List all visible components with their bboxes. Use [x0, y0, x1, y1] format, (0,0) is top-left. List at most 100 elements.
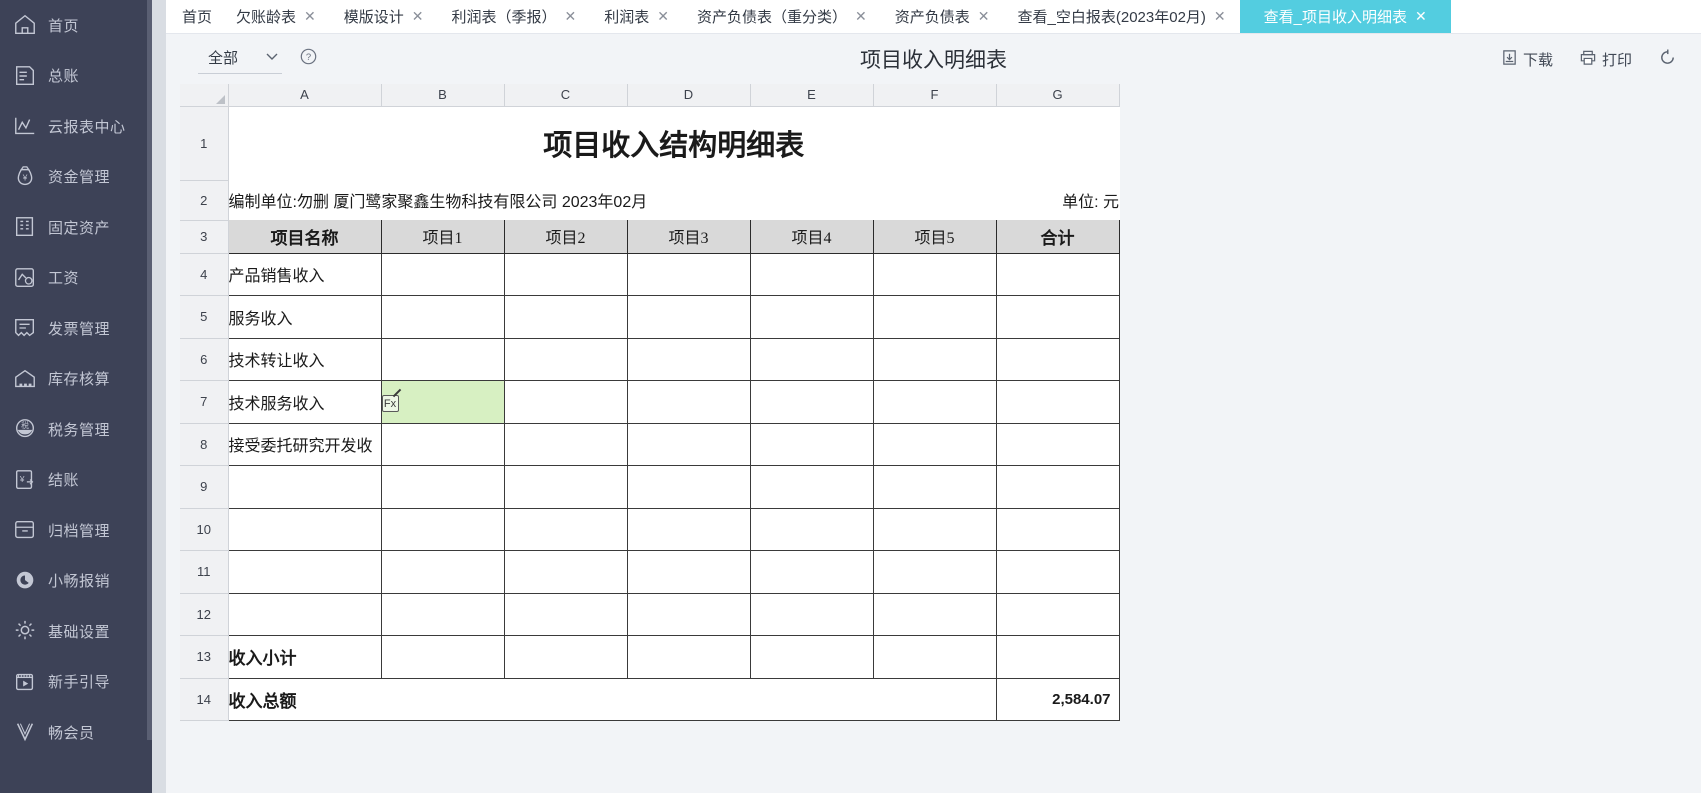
data-cell-C4[interactable]: [504, 253, 628, 296]
data-cell-F7[interactable]: [873, 380, 997, 424]
sidebar-item-8[interactable]: 库存核算: [0, 354, 152, 405]
spreadsheet-grid[interactable]: A B C D E F G 1 项目收入结构明细表 2 编制单位:勿删 厦门鹭家聚鑫生物科技有限公司…: [180, 84, 1120, 721]
table-header-cell-D[interactable]: 项目3: [627, 220, 751, 254]
tab-close-icon[interactable]: ✕: [855, 8, 867, 24]
sidebar-item-6[interactable]: 工资: [0, 253, 152, 304]
data-cell-B8[interactable]: [381, 423, 505, 466]
sidebar-item-3[interactable]: 云报表中心: [0, 101, 152, 152]
data-cell-G11[interactable]: [996, 550, 1120, 594]
sidebar-item-15[interactable]: 畅会员: [0, 707, 152, 758]
data-cell-G13[interactable]: [996, 635, 1120, 679]
data-cell-E4[interactable]: [750, 253, 874, 296]
tab-4[interactable]: 利润表（季报） ✕: [438, 0, 591, 33]
row-header-4[interactable]: 4: [180, 253, 229, 296]
tab-close-icon[interactable]: ✕: [977, 8, 990, 24]
data-cell-C13[interactable]: [504, 635, 628, 679]
data-cell-D13[interactable]: [627, 635, 751, 679]
sidebar-item-13[interactable]: 基础设置: [0, 606, 152, 657]
refresh-button[interactable]: [1658, 48, 1677, 71]
tab-1[interactable]: 首页: [166, 0, 222, 33]
data-cell-F11[interactable]: [873, 550, 997, 594]
row-header-10[interactable]: 10: [180, 508, 229, 551]
data-cell-B10[interactable]: [381, 508, 505, 551]
column-header-G[interactable]: G: [996, 84, 1120, 107]
row-label-cell-8[interactable]: 接受委托研究开发收: [228, 423, 382, 466]
row-header-2[interactable]: 2: [180, 180, 229, 221]
row-header-5[interactable]: 5: [180, 295, 229, 339]
row-header-6[interactable]: 6: [180, 338, 229, 381]
data-cell-G7[interactable]: [996, 380, 1120, 424]
column-header-B[interactable]: B: [381, 84, 505, 107]
data-cell-F5[interactable]: [873, 295, 997, 339]
sidebar-item-5[interactable]: 固定资产: [0, 202, 152, 253]
data-cell-C6[interactable]: [504, 338, 628, 381]
data-cell-C8[interactable]: [504, 423, 628, 466]
data-cell-E8[interactable]: [750, 423, 874, 466]
row-label-cell-13[interactable]: 收入小计: [228, 635, 382, 679]
data-cell-F12[interactable]: [873, 593, 997, 636]
sidebar-item-4[interactable]: ¥ 资金管理: [0, 152, 152, 203]
help-circle-icon[interactable]: ?: [300, 48, 317, 70]
sidebar-item-14[interactable]: 新手引导: [0, 657, 152, 708]
row-label-cell-9[interactable]: [228, 465, 382, 509]
row-header-3[interactable]: 3: [180, 220, 229, 254]
data-cell-G9[interactable]: [996, 465, 1120, 509]
data-cell-C5[interactable]: [504, 295, 628, 339]
report-meta-left-cell[interactable]: 编制单位:勿删 厦门鹭家聚鑫生物科技有限公司 2023年02月: [228, 180, 996, 220]
tab-8[interactable]: 查看_空白报表(2023年02月) ✕: [1004, 0, 1240, 33]
download-button[interactable]: 下载: [1501, 49, 1553, 70]
data-cell-B12[interactable]: [381, 593, 505, 636]
data-cell-F6[interactable]: [873, 338, 997, 381]
data-cell-F13[interactable]: [873, 635, 997, 679]
sidebar-item-9[interactable]: 税 税务管理: [0, 404, 152, 455]
column-header-C[interactable]: C: [504, 84, 628, 107]
row-header-9[interactable]: 9: [180, 465, 229, 509]
row-header-8[interactable]: 8: [180, 423, 229, 466]
row-label-cell-7[interactable]: 技术服务收入: [228, 380, 382, 424]
data-cell-B13[interactable]: [381, 635, 505, 679]
row-label-cell-10[interactable]: [228, 508, 382, 551]
total-value-cell[interactable]: 2,584.07: [996, 678, 1120, 721]
sidebar-item-7[interactable]: 发票管理: [0, 303, 152, 354]
data-cell-C9[interactable]: [504, 465, 628, 509]
tab-9-active[interactable]: 查看_项目收入明细表 ✕: [1239, 0, 1451, 33]
column-header-A[interactable]: A: [228, 84, 382, 107]
data-cell-B7[interactable]: Fx: [381, 380, 505, 424]
data-cell-D4[interactable]: [627, 253, 751, 296]
data-cell-D10[interactable]: [627, 508, 751, 551]
data-cell-E11[interactable]: [750, 550, 874, 594]
row-header-1[interactable]: 1: [180, 106, 229, 181]
data-cell-B9[interactable]: [381, 465, 505, 509]
data-cell-E13[interactable]: [750, 635, 874, 679]
column-header-F[interactable]: F: [873, 84, 997, 107]
row-label-cell-6[interactable]: 技术转让收入: [228, 338, 382, 381]
data-cell-E5[interactable]: [750, 295, 874, 339]
data-cell-D12[interactable]: [627, 593, 751, 636]
tab-7[interactable]: 资产负债表 ✕: [881, 0, 1004, 33]
total-label-cell[interactable]: 收入总额: [228, 678, 997, 721]
data-cell-C12[interactable]: [504, 593, 628, 636]
row-label-cell-5[interactable]: 服务收入: [228, 295, 382, 339]
data-cell-E12[interactable]: [750, 593, 874, 636]
row-label-cell-11[interactable]: [228, 550, 382, 594]
tab-close-icon[interactable]: ✕: [564, 8, 577, 24]
row-header-13[interactable]: 13: [180, 635, 229, 679]
data-cell-D5[interactable]: [627, 295, 751, 339]
print-button[interactable]: 打印: [1579, 49, 1632, 70]
data-cell-F9[interactable]: [873, 465, 997, 509]
scope-filter[interactable]: 全部 ?: [198, 44, 317, 74]
data-cell-B5[interactable]: [381, 295, 505, 339]
column-header-D[interactable]: D: [627, 84, 751, 107]
row-label-cell-12[interactable]: [228, 593, 382, 636]
table-header-cell-A[interactable]: 项目名称: [228, 220, 382, 254]
row-header-14[interactable]: 14: [180, 678, 229, 721]
data-cell-E6[interactable]: [750, 338, 874, 381]
sidebar-scrollbar[interactable]: [147, 0, 152, 740]
data-cell-G10[interactable]: [996, 508, 1120, 551]
tab-close-icon[interactable]: ✕: [411, 8, 424, 24]
data-cell-E7[interactable]: [750, 380, 874, 424]
data-cell-G12[interactable]: [996, 593, 1120, 636]
row-header-12[interactable]: 12: [180, 593, 229, 636]
report-meta-right-cell[interactable]: 单位: 元: [996, 180, 1119, 220]
tab-close-icon[interactable]: ✕: [1414, 8, 1427, 24]
